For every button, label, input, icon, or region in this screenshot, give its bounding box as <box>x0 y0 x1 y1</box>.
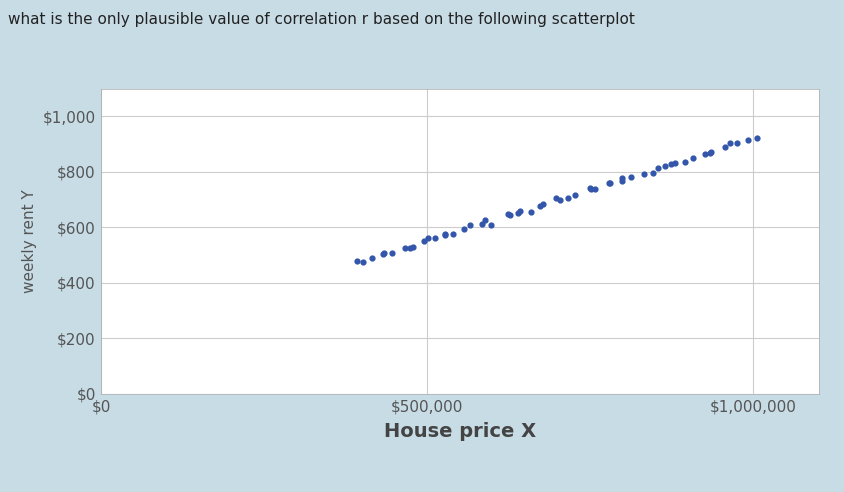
Point <box>398 244 412 252</box>
Point <box>429 235 442 243</box>
Point <box>704 148 717 156</box>
Point <box>457 225 471 233</box>
Point <box>537 200 550 208</box>
Point <box>568 191 582 199</box>
Point <box>615 177 629 185</box>
Point <box>561 194 575 202</box>
Point <box>699 150 712 158</box>
Point <box>377 248 391 256</box>
Point <box>741 136 755 144</box>
Point <box>533 202 547 210</box>
Point <box>514 208 528 215</box>
Point <box>479 216 492 224</box>
Point <box>665 160 679 168</box>
Point <box>585 185 598 193</box>
Point <box>350 257 364 265</box>
Point <box>603 180 616 187</box>
Point <box>637 170 651 178</box>
Point <box>718 143 732 151</box>
Point <box>704 150 717 157</box>
Point <box>421 234 435 242</box>
Point <box>730 140 744 148</box>
Point <box>646 169 659 177</box>
Point <box>475 220 489 228</box>
Point <box>356 259 370 267</box>
Point <box>417 237 430 245</box>
Point <box>588 185 602 193</box>
Point <box>652 164 665 172</box>
Point <box>524 208 538 215</box>
Point <box>403 244 416 252</box>
Point <box>658 162 672 170</box>
Point <box>385 249 398 257</box>
Point <box>625 173 638 181</box>
Point <box>365 254 379 262</box>
Point <box>678 158 691 166</box>
Point <box>484 221 498 229</box>
Point <box>686 154 700 162</box>
Point <box>602 179 615 187</box>
Point <box>438 230 452 238</box>
Point <box>376 250 389 258</box>
Point <box>723 139 737 147</box>
Point <box>446 230 460 238</box>
Point <box>463 221 477 229</box>
Point <box>501 210 515 218</box>
Point <box>614 174 628 182</box>
Point <box>511 209 525 217</box>
Point <box>553 196 566 204</box>
Point <box>438 231 452 239</box>
Point <box>406 244 419 251</box>
Text: what is the only plausible value of correlation r based on the following scatter: what is the only plausible value of corr… <box>8 12 636 27</box>
Point <box>549 194 562 202</box>
X-axis label: House price X: House price X <box>384 423 536 441</box>
Point <box>668 159 682 167</box>
Point <box>583 184 597 192</box>
Y-axis label: weekly rent Y: weekly rent Y <box>22 189 37 293</box>
Point <box>503 211 517 219</box>
Point <box>750 134 764 142</box>
